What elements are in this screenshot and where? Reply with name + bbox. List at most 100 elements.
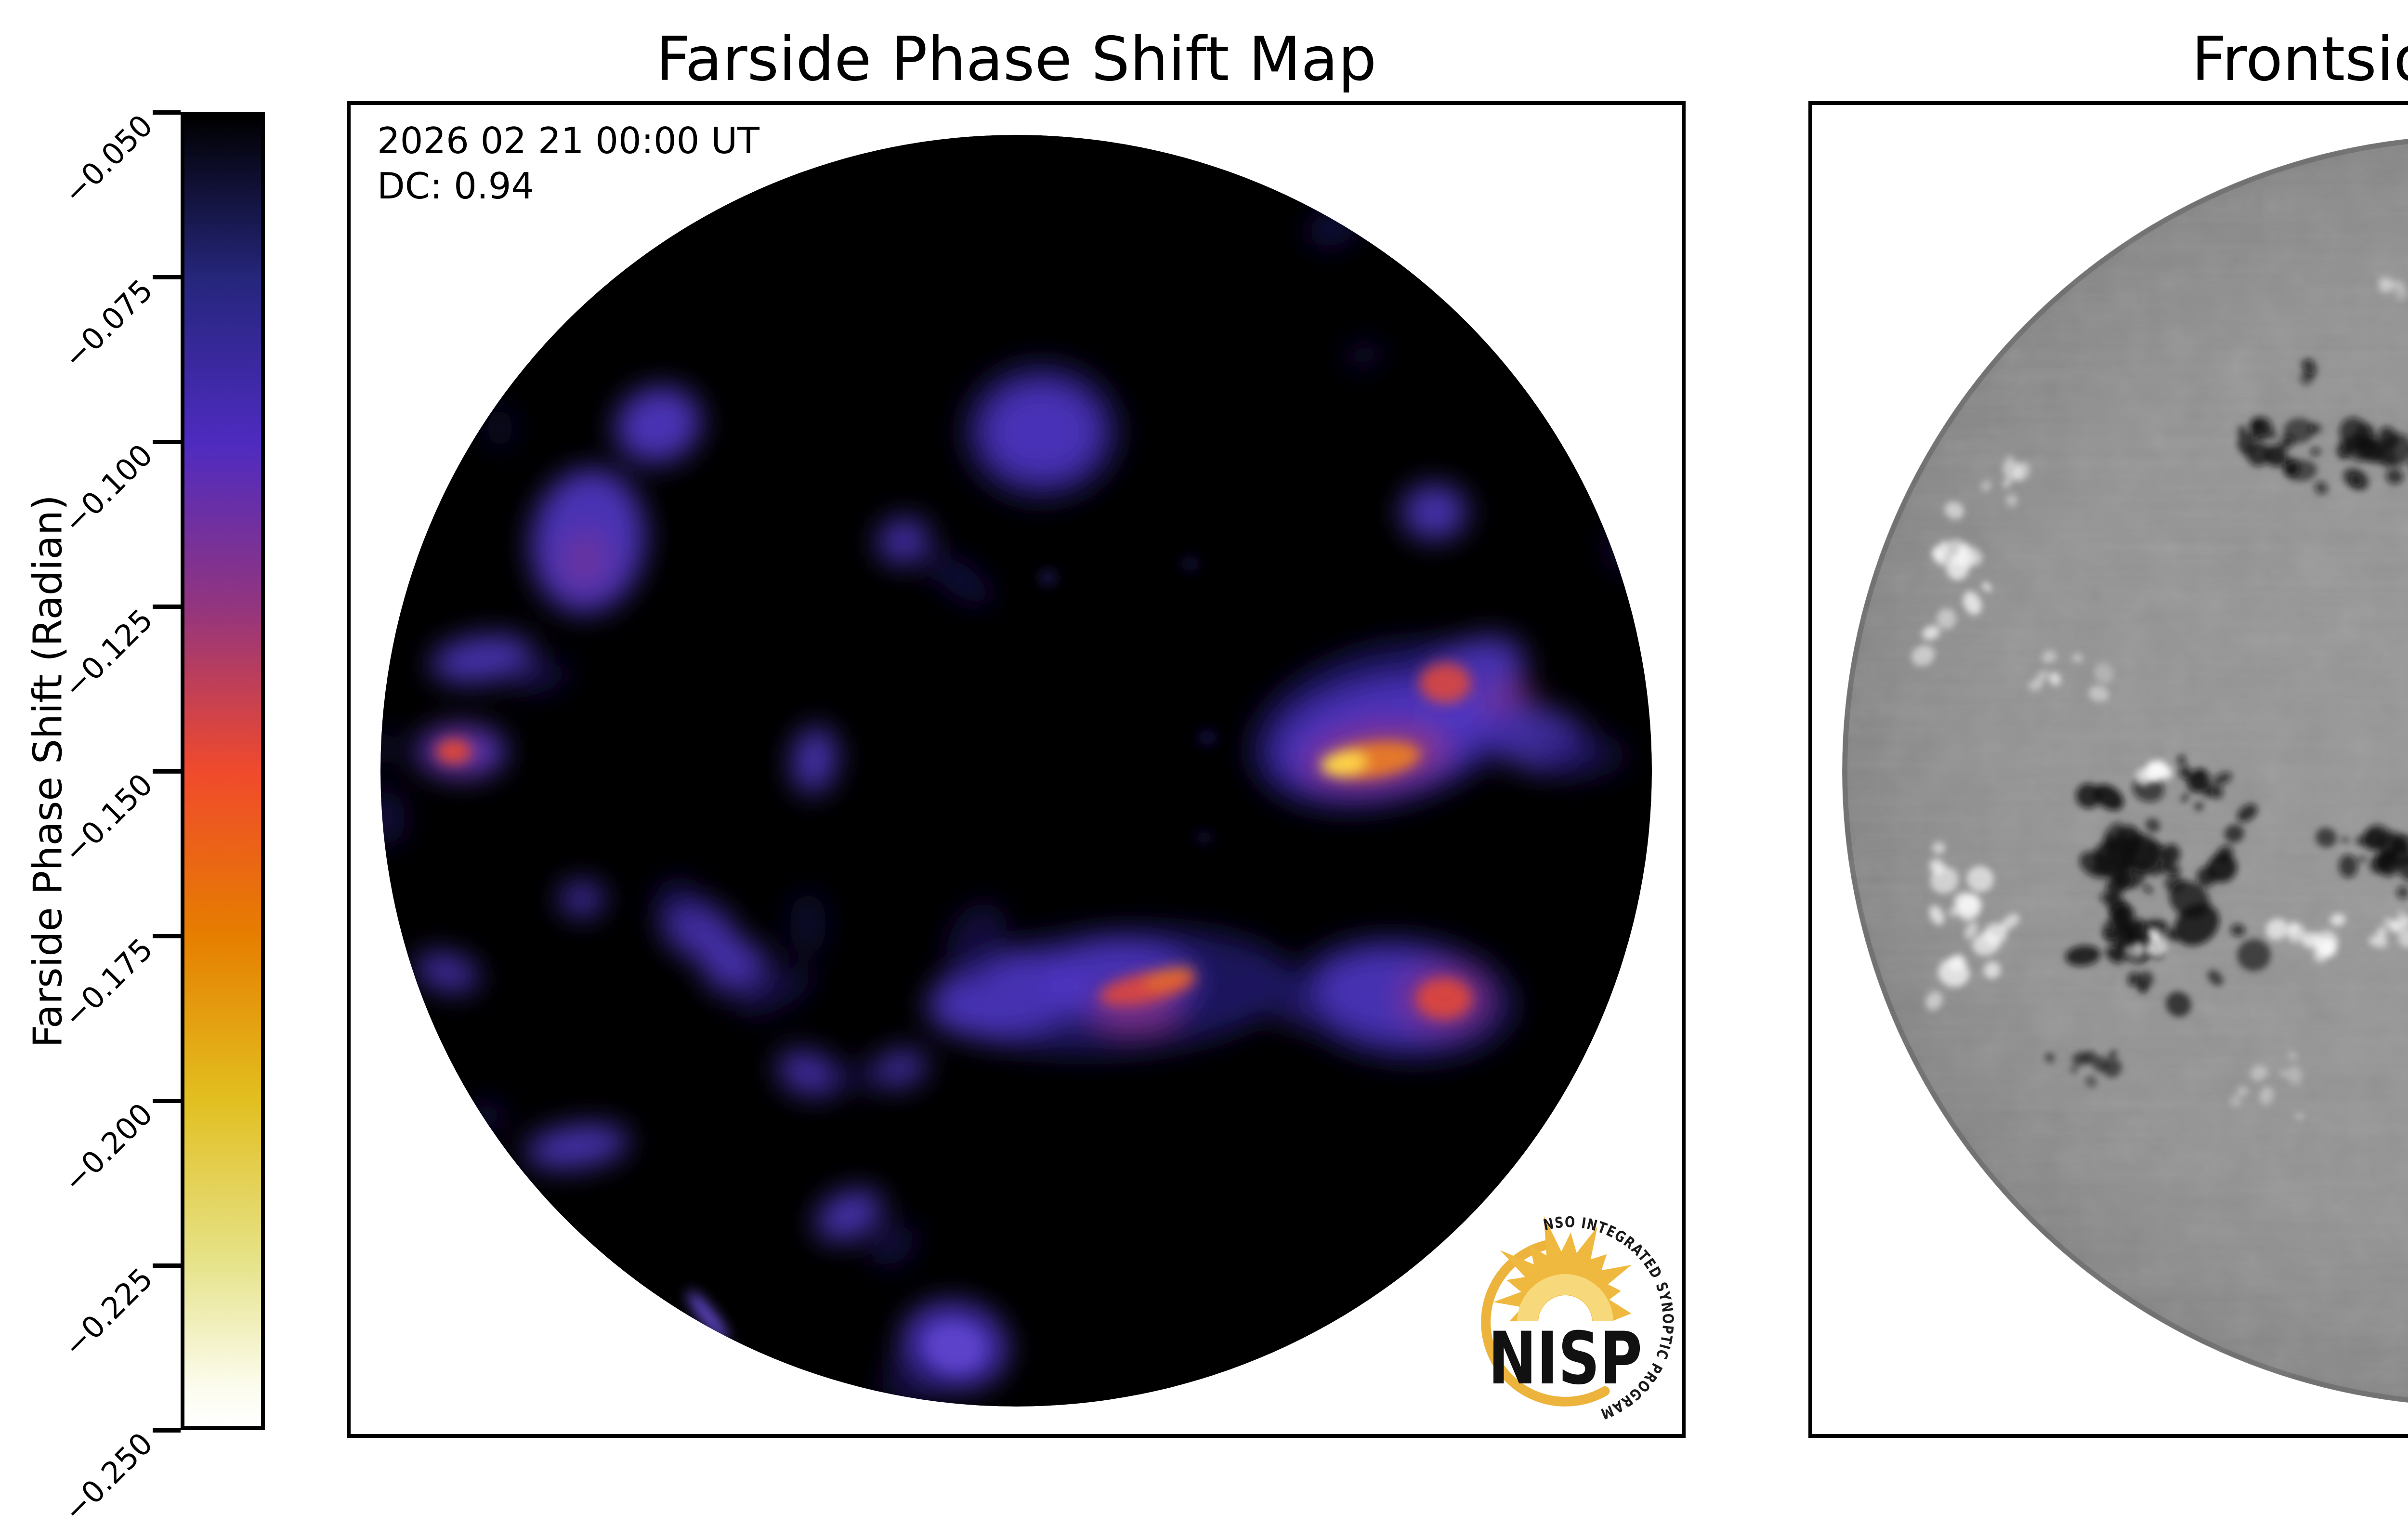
mag-speckle (2001, 913, 2020, 930)
frontside-title: Frontside Mag Map (2191, 24, 2408, 94)
nisp-logo-sun-hole (1538, 1295, 1592, 1323)
phase-blob (877, 517, 930, 565)
mag-speckle (1954, 892, 1979, 914)
mag-speckle (2158, 921, 2168, 931)
colorbar-tick-label-text: −0.125 (56, 602, 159, 705)
mag-speckle (2160, 862, 2181, 875)
phase-blob (946, 902, 1007, 985)
phase-blob (525, 1124, 629, 1169)
mag-speckle (2094, 784, 2124, 811)
mag-speckle (2378, 276, 2393, 293)
colorbar-tick (153, 1263, 181, 1268)
mag-speckle (2229, 1095, 2242, 1107)
phase-blob (815, 1189, 883, 1241)
phase-blob (1321, 751, 1367, 776)
mag-speckle (2230, 924, 2245, 937)
mag-speckle (2386, 469, 2404, 485)
mag-cluster-positive (2265, 913, 2346, 962)
phase-blob (430, 635, 534, 683)
mag-speckle (2237, 1086, 2248, 1096)
mag-speckle (1982, 582, 1992, 592)
mag-speckle (2076, 783, 2102, 809)
mag-cluster-negative (2102, 884, 2180, 989)
phase-blob (656, 881, 698, 919)
mag-speckle (2390, 835, 2408, 855)
mag-speckle (2135, 768, 2153, 786)
mag-speckle (2398, 910, 2404, 921)
sun-disk (380, 135, 1652, 1407)
mag-speckle (1922, 625, 1940, 641)
phase-blob (927, 1324, 982, 1371)
mag-speckle (2287, 1065, 2303, 1085)
nisp-logo-horizon (1491, 1321, 1640, 1324)
mag-cluster-negative (2316, 824, 2408, 899)
colorbar-gradient (184, 116, 261, 1426)
phase-blob (415, 952, 479, 992)
colorbar-tick-label-text: −0.075 (56, 272, 159, 376)
mag-speckle (2237, 804, 2258, 822)
mag-speckle (2042, 650, 2057, 663)
phase-blob (1144, 966, 1195, 990)
farside-disk-group (380, 135, 1652, 1407)
mag-speckle (2133, 941, 2146, 954)
mag-speckle (2294, 1113, 2305, 1120)
mag-speckle (2179, 766, 2192, 779)
nisp-logo-sun-inner (1517, 1274, 1613, 1322)
phase-blob (1419, 663, 1471, 703)
mag-speckle (2147, 936, 2166, 957)
mag-speckle (2093, 1056, 2109, 1073)
mag-disk-group (1842, 135, 2408, 1407)
mag-speckle (2094, 663, 2114, 684)
mag-speckle (2069, 1065, 2079, 1074)
mag-speckle (1930, 866, 1959, 894)
mag-speckle (2398, 928, 2408, 948)
mag-speckle (1911, 645, 1935, 667)
phase-blob (1198, 730, 1217, 745)
mag-speckle (2384, 918, 2399, 932)
mag-speckle (2259, 1086, 2274, 1105)
mag-speckle (2310, 447, 2320, 456)
mag-speckle (2177, 754, 2186, 766)
mag-speckle (2355, 835, 2368, 847)
mag-speckle (1932, 842, 1946, 855)
mag-speckle (2339, 417, 2371, 452)
colorbar-tick (153, 1099, 181, 1103)
colorbar-tick-label-text: −0.050 (56, 107, 159, 211)
phase-blob (881, 1356, 937, 1407)
mag-speckle (1936, 608, 1957, 629)
mag-speckle (2164, 875, 2185, 892)
mag-speckle (2166, 991, 2191, 1017)
mag-speckle (1929, 905, 1944, 925)
colorbar-tick (153, 934, 181, 938)
colorbar-tick (153, 769, 181, 774)
phase-blob (1608, 522, 1644, 572)
phase-blob (436, 739, 471, 763)
phase-blob (485, 406, 514, 449)
colorbar-tick (153, 110, 181, 115)
mag-speckle (2362, 828, 2385, 851)
phase-blob (777, 1050, 839, 1096)
mag-speckle (1966, 866, 1994, 893)
mag-speckle (2288, 921, 2299, 935)
phase-blob (515, 662, 570, 692)
mag-speckle (1925, 991, 1943, 1011)
phase-blob (380, 729, 396, 767)
mag-cluster-negative (2299, 358, 2317, 386)
mag-speckle (2174, 903, 2220, 946)
phase-blob (1401, 484, 1467, 540)
phase-blob (687, 1291, 729, 1342)
phase-blob (735, 967, 814, 1015)
mag-speckle (2143, 884, 2153, 894)
phase-blob (1541, 732, 1626, 778)
mag-speckle (2315, 482, 2328, 494)
observation-annotation: 2026 02 21 00:00 UT DC: 0.94 (377, 118, 759, 209)
mag-speckle (1946, 555, 1969, 580)
mag-speckle (2378, 426, 2398, 449)
mag-cluster-negative (2237, 416, 2278, 455)
phase-blob (872, 1225, 916, 1266)
phase-blob (872, 1049, 927, 1088)
farside-panel: NISP NSO INTEGRATED SYNOPTIC PROGRAM 2026… (347, 101, 1686, 1438)
